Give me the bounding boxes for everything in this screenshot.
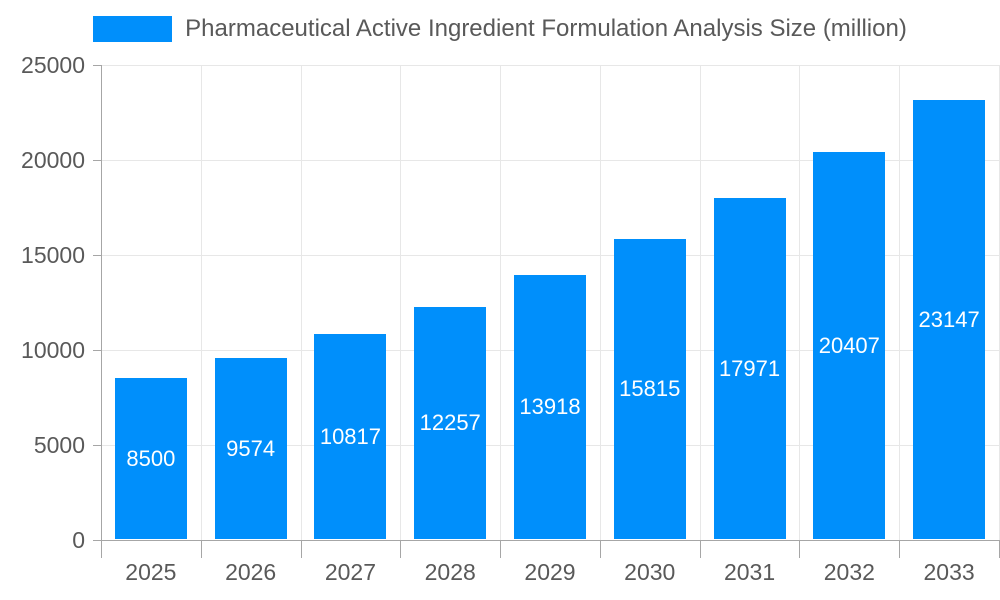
y-tick-label: 5000 bbox=[33, 431, 85, 458]
x-tick-label: 2030 bbox=[624, 559, 676, 585]
x-tick-label: 2031 bbox=[723, 559, 776, 585]
bar-value-label: 13918 bbox=[519, 394, 581, 420]
bar[interactable] bbox=[114, 378, 187, 540]
y-tick-label: 25000 bbox=[21, 52, 85, 78]
x-tick-label: 2033 bbox=[923, 559, 975, 585]
bar[interactable] bbox=[214, 357, 287, 540]
x-gridline bbox=[500, 65, 502, 540]
x-axis-tick bbox=[400, 539, 402, 558]
x-axis-tick bbox=[300, 539, 302, 558]
y-axis-tick bbox=[93, 65, 101, 66]
bar[interactable] bbox=[314, 334, 387, 540]
x-axis-tick bbox=[101, 539, 102, 558]
bar[interactable] bbox=[713, 198, 786, 540]
x-gridline bbox=[300, 65, 302, 540]
bar[interactable] bbox=[813, 152, 886, 540]
y-tick-label: 0 bbox=[72, 526, 85, 553]
bar[interactable] bbox=[414, 306, 487, 540]
legend-label: Pharmaceutical Active Ingredient Formula… bbox=[185, 15, 907, 42]
x-tick-label: 2032 bbox=[823, 559, 875, 585]
x-axis-tick bbox=[599, 539, 601, 558]
y-axis-tick bbox=[93, 159, 101, 161]
x-gridline bbox=[200, 65, 202, 540]
y-gridline bbox=[101, 254, 999, 256]
x-gridline bbox=[799, 65, 801, 540]
bar-value-label: 10817 bbox=[319, 423, 382, 449]
bar-value-label: 20407 bbox=[818, 332, 880, 358]
y-tick-label: 10000 bbox=[21, 336, 85, 363]
x-tick-label: 2029 bbox=[524, 559, 576, 585]
bar[interactable] bbox=[514, 275, 586, 540]
y-tick-label: 15000 bbox=[21, 241, 85, 268]
x-axis-tick bbox=[500, 539, 502, 558]
bar-value-label: 17971 bbox=[718, 355, 781, 381]
x-gridline bbox=[599, 65, 601, 540]
x-gridline bbox=[899, 65, 901, 540]
y-axis-tick bbox=[93, 349, 101, 351]
x-tick-label: 2026 bbox=[225, 559, 277, 585]
bar[interactable] bbox=[913, 100, 986, 540]
x-axis-tick bbox=[899, 539, 901, 558]
y-axis-line bbox=[101, 65, 102, 540]
x-tick-label: 2028 bbox=[424, 559, 476, 585]
bar-value-label: 15815 bbox=[619, 376, 681, 402]
x-gridline bbox=[699, 65, 701, 540]
y-gridline bbox=[101, 159, 999, 161]
y-axis-tick bbox=[93, 254, 101, 256]
x-axis-tick bbox=[799, 539, 801, 558]
bar-value-label: 8500 bbox=[126, 445, 176, 471]
y-axis-tick bbox=[93, 444, 101, 446]
x-tick-label: 2025 bbox=[125, 559, 177, 585]
bar[interactable] bbox=[613, 239, 686, 540]
x-gridline bbox=[400, 65, 402, 540]
legend-swatch bbox=[93, 16, 173, 42]
y-tick-label: 20000 bbox=[21, 146, 85, 173]
x-axis-tick bbox=[200, 539, 202, 558]
x-axis-line bbox=[93, 539, 999, 541]
bar-value-label: 12257 bbox=[419, 410, 481, 436]
bar-value-label: 23147 bbox=[918, 306, 980, 332]
x-axis-tick bbox=[699, 539, 701, 558]
bar-value-label: 9574 bbox=[226, 435, 276, 461]
x-tick-label: 2027 bbox=[324, 559, 377, 585]
y-gridline bbox=[101, 65, 999, 66]
legend-item[interactable]: Pharmaceutical Active Ingredient Formula… bbox=[0, 14, 1000, 44]
